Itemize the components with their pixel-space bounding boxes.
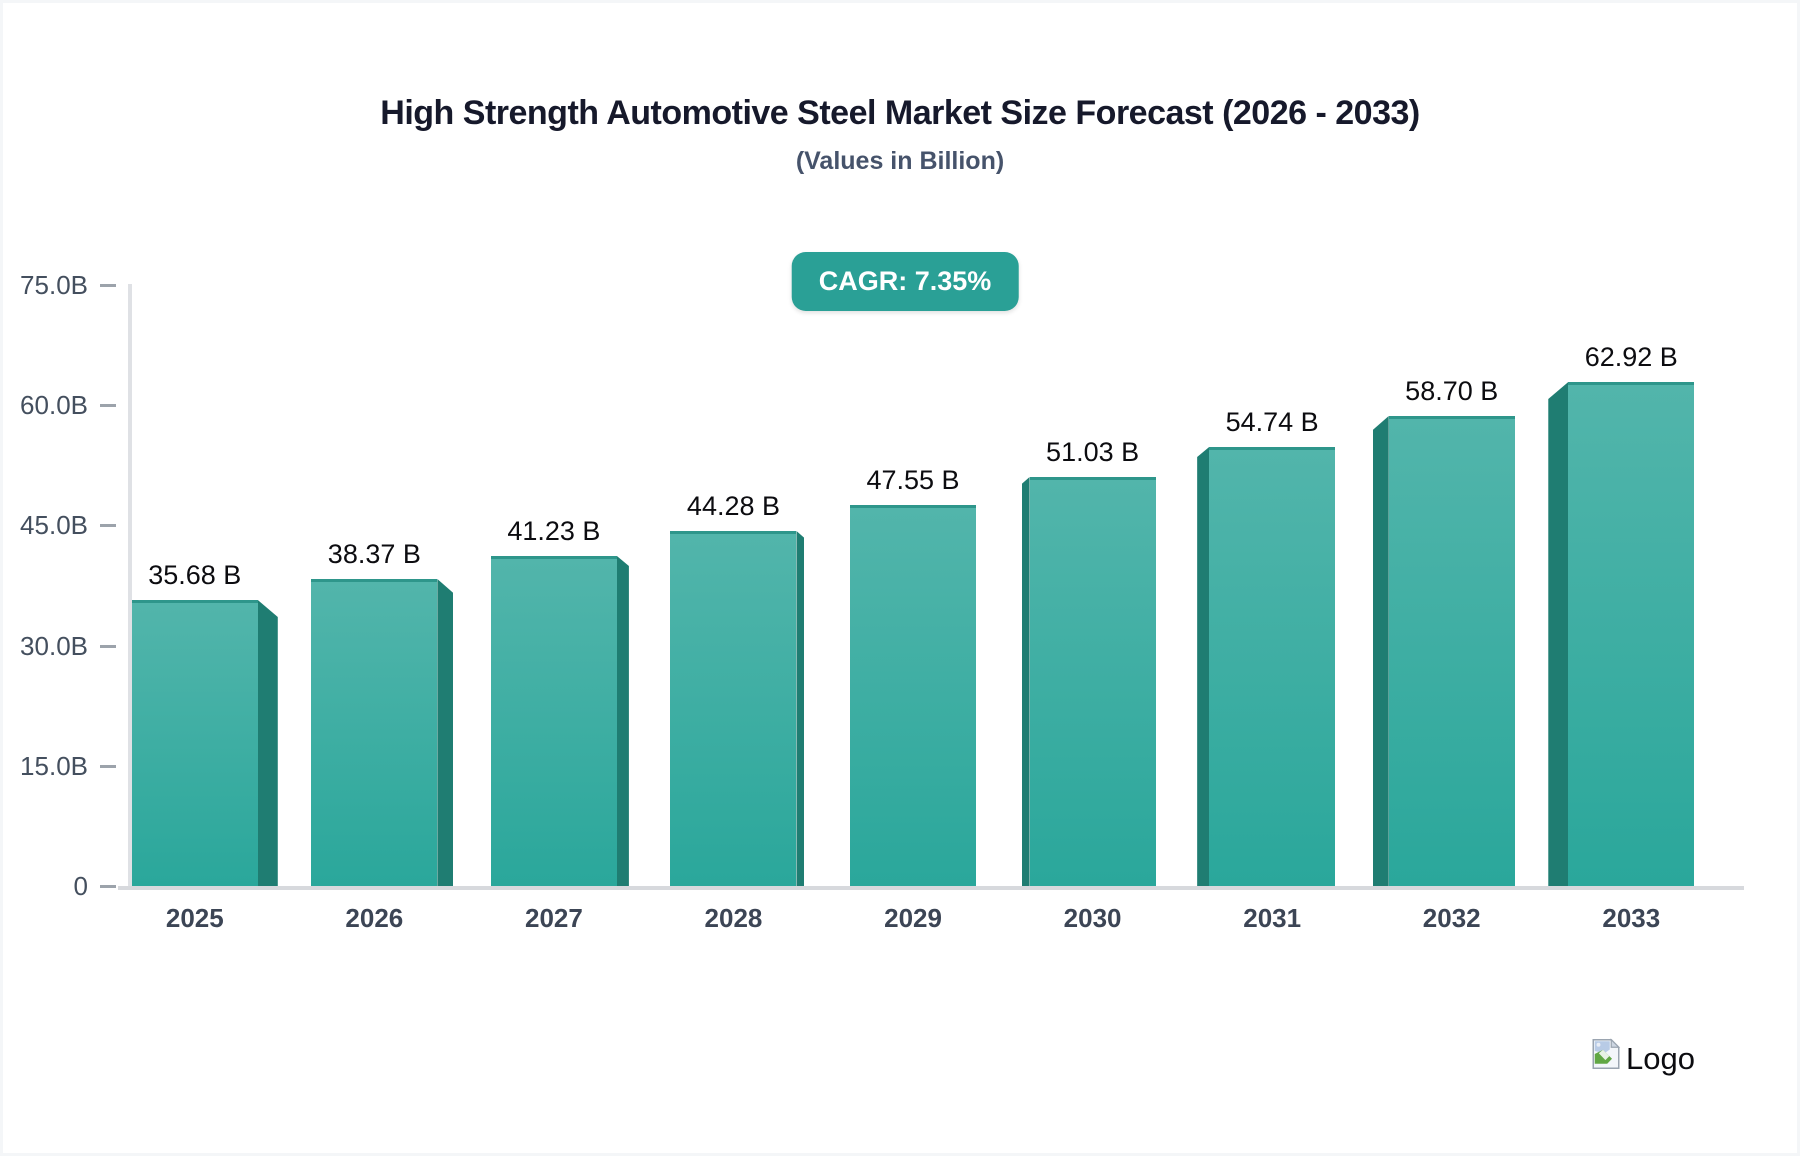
bar-group: 44.28 B bbox=[644, 285, 824, 886]
chart-subtitle: (Values in Billion) bbox=[795, 147, 1005, 175]
bar bbox=[1197, 447, 1336, 886]
bar bbox=[670, 531, 805, 886]
bar-group: 62.92 B bbox=[1542, 285, 1722, 886]
bar bbox=[850, 505, 977, 886]
chart-header: High Strength Automotive Steel Market Si… bbox=[0, 94, 1800, 176]
bar-face bbox=[490, 556, 617, 886]
bar-value-label: 38.37 B bbox=[327, 539, 421, 569]
bar bbox=[490, 556, 629, 886]
bar-group: 54.74 B bbox=[1182, 285, 1362, 886]
y-tick-mark bbox=[100, 885, 116, 888]
bar-value-label: 54.74 B bbox=[1225, 407, 1319, 437]
bar-side-3d bbox=[616, 556, 629, 886]
y-tick-label: 45.0B bbox=[20, 510, 88, 541]
bar-side-3d bbox=[796, 531, 805, 886]
bar-face bbox=[1209, 447, 1336, 886]
bar-group: 38.37 B bbox=[285, 285, 465, 886]
bar-group: 41.23 B bbox=[464, 285, 644, 886]
bar-face bbox=[1029, 477, 1156, 886]
y-tick-label: 15.0B bbox=[20, 750, 88, 781]
bar-side-3d bbox=[1021, 477, 1030, 886]
x-tick-label: 2031 bbox=[1243, 903, 1302, 933]
y-tick-label: 30.0B bbox=[20, 630, 88, 661]
bar-face bbox=[1568, 382, 1695, 886]
bar-value-label: 51.03 B bbox=[1046, 437, 1140, 467]
bar bbox=[1548, 382, 1695, 886]
x-tick-label: 2027 bbox=[524, 903, 583, 933]
x-tick-label: 2028 bbox=[704, 903, 763, 933]
y-axis-line bbox=[128, 284, 132, 886]
logo-alt-text: Logo bbox=[1626, 1041, 1695, 1076]
y-tick-mark bbox=[100, 764, 116, 768]
bar-side-3d bbox=[257, 600, 278, 886]
bar-value-label: 47.55 B bbox=[866, 465, 960, 495]
bar-face bbox=[311, 579, 438, 886]
bar-side-3d bbox=[1197, 447, 1210, 886]
cagr-badge: CAGR: 7.35% bbox=[791, 252, 1019, 311]
y-tick-label: 0 bbox=[73, 871, 88, 901]
y-tick-mark bbox=[100, 284, 116, 287]
bar-value-label: 58.70 B bbox=[1405, 376, 1499, 406]
chart-title: High Strength Automotive Steel Market Si… bbox=[380, 94, 1420, 132]
plot-area: 35.68 B 38.37 B 41.23 B 44.28 B 47.55 B 51.03… bbox=[105, 285, 1721, 886]
broken-image-icon bbox=[1588, 1036, 1624, 1077]
bar-value-label: 41.23 B bbox=[507, 516, 601, 546]
x-tick-label: 2025 bbox=[165, 903, 224, 933]
bar bbox=[1372, 416, 1515, 886]
bar-face bbox=[670, 531, 797, 886]
x-tick-label: 2032 bbox=[1422, 903, 1481, 933]
bar-face bbox=[131, 600, 258, 886]
bar-value-label: 35.68 B bbox=[148, 560, 242, 590]
y-tick-label: 60.0B bbox=[20, 390, 88, 421]
y-tick-label: 75.0B bbox=[20, 270, 88, 300]
x-tick-label: 2026 bbox=[345, 903, 404, 933]
y-tick-mark bbox=[100, 404, 116, 408]
x-tick-label: 2029 bbox=[884, 903, 942, 933]
bar bbox=[1021, 477, 1156, 886]
x-axis-baseline bbox=[118, 886, 1744, 890]
bar-side-3d bbox=[437, 579, 454, 886]
bar-value-label: 44.28 B bbox=[686, 491, 780, 521]
bar-group: 51.03 B bbox=[1003, 285, 1183, 886]
bar-face bbox=[850, 505, 977, 886]
logo: Logo bbox=[1588, 1036, 1695, 1077]
bar-side-3d bbox=[1548, 382, 1569, 886]
bar-group: 58.70 B bbox=[1362, 285, 1542, 886]
bar-group: 47.55 B bbox=[823, 285, 1003, 886]
y-tick-mark bbox=[100, 644, 116, 648]
bar-side-3d bbox=[1372, 416, 1389, 886]
bar-group: 35.68 B bbox=[105, 285, 285, 886]
y-tick-mark bbox=[100, 524, 116, 528]
bar-value-label: 62.92 B bbox=[1584, 342, 1678, 372]
bar-face bbox=[1388, 416, 1515, 886]
x-axis-labels: 2025 2026 2027 2028 2029 2030 2031 2032 2033 bbox=[105, 903, 1721, 934]
bar bbox=[131, 600, 278, 886]
x-tick-label: 2033 bbox=[1602, 903, 1661, 933]
x-tick-label: 2030 bbox=[1063, 903, 1122, 933]
bar bbox=[311, 579, 454, 886]
